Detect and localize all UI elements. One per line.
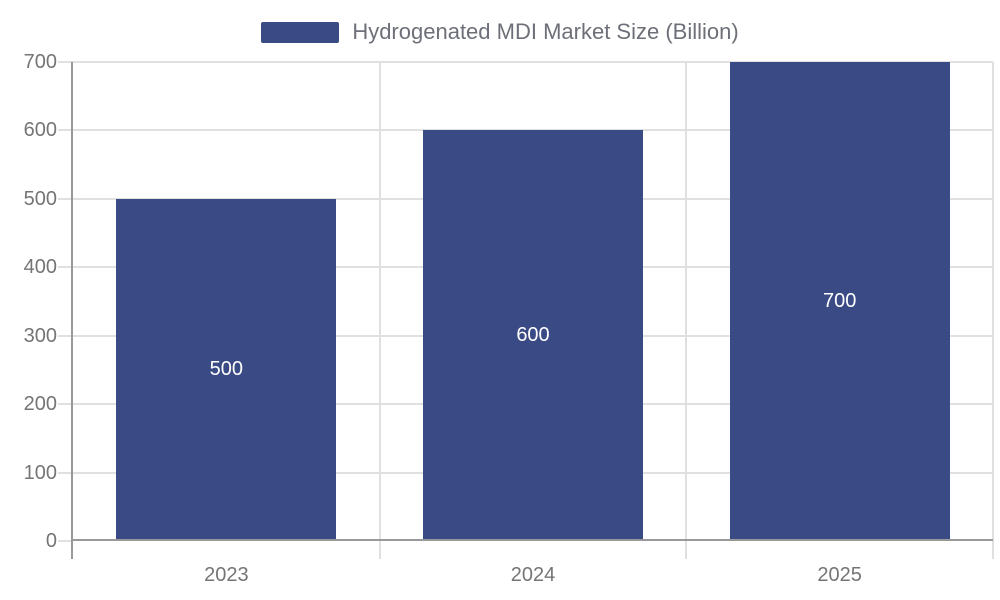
y-tick-label: 500 [23,187,57,210]
bar-value-label: 600 [516,324,550,347]
gridline-vertical [992,62,994,559]
legend[interactable]: Hydrogenated MDI Market Size (Billion) [0,12,1000,52]
y-tick-label: 700 [23,51,57,73]
y-axis-tick [58,471,73,474]
x-tick-label: 2024 [510,564,556,586]
x-tick-label: 2023 [204,564,249,586]
y-tick-label: 200 [23,393,57,416]
y-axis-tick [58,403,73,406]
legend-swatch [261,21,340,43]
gridline-horizontal [73,129,993,132]
bar: 600 [423,130,643,541]
bar-value-label: 500 [209,358,244,381]
y-tick-label: 0 [45,530,57,552]
x-tick-label: 2025 [817,564,862,586]
bar: 500 [116,198,337,541]
y-axis-tick [58,129,73,132]
gridline-horizontal [73,61,993,63]
gridline-vertical [685,62,688,559]
bar: 700 [729,62,950,541]
y-axis-line [71,62,73,559]
x-axis-line [71,539,993,541]
y-axis-tick [58,540,73,542]
gridline-vertical [378,62,381,559]
y-tick-label: 600 [23,119,57,142]
y-axis-tick [58,197,73,200]
y-axis-tick [58,266,73,269]
y-axis-tick [58,334,73,337]
y-tick-label: 300 [23,324,57,347]
plot-area: 0 100 200 300 400 500 600 700 500 2023 600 2024 700 2… [24,51,994,586]
y-tick-label: 400 [23,256,57,279]
legend-label: Hydrogenated MDI Market Size (Billion) [352,19,739,44]
y-axis-tick [58,61,73,63]
y-tick-label: 100 [23,461,57,484]
bar-value-label: 700 [822,290,857,312]
